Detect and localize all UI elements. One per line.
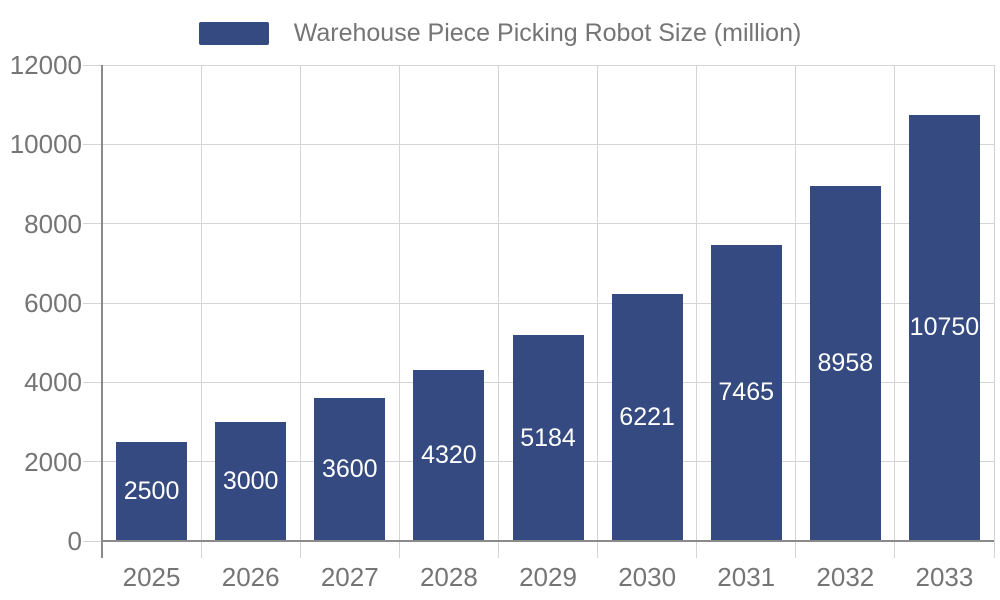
gridline-x-7 [795,65,797,558]
bar-2028[interactable]: 4320 [413,369,485,541]
bar-2027[interactable]: 3600 [314,398,386,541]
y-tick-8000 [83,223,102,225]
bar-2031[interactable]: 7465 [710,244,782,541]
bar-value-label: 3000 [222,467,279,495]
plot-area: 2500 3000 3600 4320 5184 6221 7465 8958 10750 [83,64,995,558]
gridline-x-2 [299,65,301,558]
gridline-x-3 [398,65,400,558]
gridline-x-6 [696,65,698,558]
x-axis-label-2032: 2032 [816,562,875,592]
bar-2029[interactable]: 5184 [512,335,584,541]
x-axis-label-2026: 2026 [221,562,280,592]
x-axis-label-2033: 2033 [915,562,974,592]
x-axis-label-2030: 2030 [618,562,677,592]
x-axis-label-2029: 2029 [519,562,577,592]
y-axis-label-0: 0 [67,526,82,556]
gridline-y-12000 [102,64,994,66]
x-axis-label-2027: 2027 [320,562,379,592]
y-axis-label-10000: 10000 [9,129,82,160]
y-axis-line [101,65,103,558]
bar-2025[interactable]: 2500 [116,441,188,541]
x-axis-label-2025: 2025 [122,562,181,592]
y-tick-2000 [83,461,102,463]
bar-value-label: 7465 [718,378,775,407]
bar-value-label: 4320 [421,440,477,469]
y-tick-12000 [83,64,102,66]
bar-value-label: 5184 [520,423,576,452]
bar-value-label: 10750 [909,313,980,342]
gridline-x-4 [497,65,499,558]
bar-value-label: 3600 [321,455,378,484]
legend-item[interactable]: Warehouse Piece Picking Robot Size (mill… [0,18,1000,48]
bar-value-label: 8958 [817,348,874,377]
bar-2030[interactable]: 6221 [611,294,683,541]
y-tick-0 [83,540,102,542]
x-axis-line [102,540,994,542]
bar-2026[interactable]: 3000 [215,422,287,541]
gridline-y-10000 [102,143,994,145]
x-axis-label-2028: 2028 [419,562,478,592]
y-tick-4000 [83,381,102,383]
gridline-x-8 [894,65,896,558]
x-axis-label-2031: 2031 [717,562,776,592]
bar-value-label: 2500 [123,476,180,505]
y-axis-label-2000: 2000 [24,446,82,477]
y-axis-label-8000: 8000 [24,208,82,239]
gridline-x-5 [597,65,599,558]
y-axis-label-6000: 6000 [24,288,82,318]
bar-value-label: 6221 [619,403,675,432]
bar-2032[interactable]: 8958 [809,185,881,541]
y-axis-label-12000: 12000 [9,50,82,80]
y-tick-6000 [83,302,102,304]
bar-2033[interactable]: 10750 [908,114,980,541]
legend-swatch-icon [198,21,269,45]
gridline-x-9 [993,65,995,558]
y-tick-10000 [83,143,102,145]
legend-label: Warehouse Piece Picking Robot Size (mill… [293,19,802,47]
gridline-x-1 [200,65,202,558]
y-axis-label-4000: 4000 [24,367,82,398]
